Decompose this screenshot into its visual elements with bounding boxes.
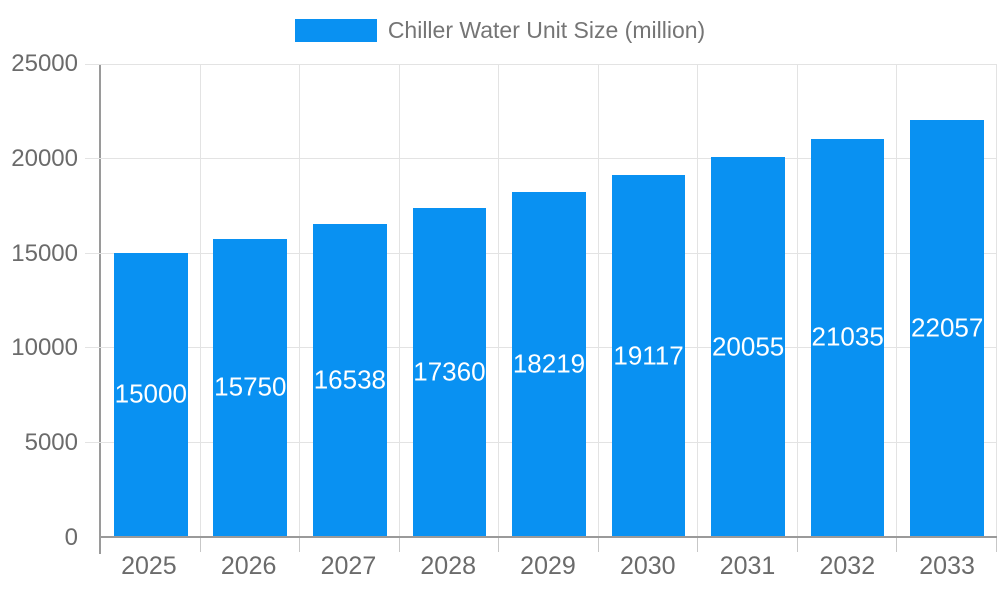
bar-value-label: 20055 (711, 331, 785, 362)
y-axis-labels: 0 5000 10000 15000 20000 25000 (0, 0, 80, 600)
legend-swatch-icon (294, 19, 377, 42)
bar-2026: 15750 (213, 238, 288, 536)
v-gridline (996, 64, 997, 536)
x-tick-label: 2031 (719, 552, 776, 580)
bar-2028: 17360 (412, 208, 487, 536)
legend[interactable]: Chiller Water Unit Size (million) (0, 17, 1000, 44)
bar-value-label: 21035 (811, 321, 884, 352)
legend-label: Chiller Water Unit Size (million) (387, 17, 706, 43)
bar-value-label: 22057 (911, 312, 984, 343)
x-axis-tick (996, 538, 997, 552)
y-tick-label: 10000 (11, 334, 78, 362)
bar-value-label: 19117 (613, 340, 684, 371)
v-gridline (697, 64, 699, 536)
x-tick-label: 2029 (520, 552, 576, 580)
h-gridline (85, 64, 997, 65)
bar-value-label: 17360 (413, 356, 486, 387)
y-tick-label: 20000 (11, 144, 78, 172)
bar-2025: 15000 (113, 252, 188, 536)
bar-value-label: 18219 (512, 348, 586, 379)
x-axis-tick (199, 538, 201, 552)
x-axis-tick (398, 538, 400, 552)
v-gridline (299, 64, 301, 536)
h-gridline (85, 158, 997, 160)
bar-2027: 16538 (313, 223, 387, 536)
y-tick-label: 5000 (24, 429, 78, 457)
y-tick-label: 25000 (11, 50, 78, 77)
axis-tick (99, 538, 101, 554)
x-axis-tick (299, 538, 301, 552)
x-tick-label: 2026 (220, 552, 277, 580)
bar-2030: 19117 (611, 175, 686, 536)
x-axis-tick (498, 538, 500, 552)
x-axis-tick (896, 538, 898, 552)
x-axis-labels: 2025 2026 2027 2028 2029 2030 2031 2032 2033 (99, 551, 997, 585)
v-gridline (896, 64, 898, 536)
x-tick-label: 2033 (919, 552, 975, 580)
v-gridline (796, 64, 798, 536)
x-tick-label: 2032 (819, 552, 876, 580)
bar-2032: 21035 (810, 138, 885, 536)
bar-2033: 22057 (910, 119, 985, 536)
x-axis-tick (796, 538, 798, 552)
plot-area: 15000 15750 16538 17360 18219 19117 20055 21035… (85, 64, 997, 554)
bar-value-label: 15750 (214, 371, 287, 402)
v-gridline (597, 64, 599, 536)
x-axis-tick (597, 538, 599, 552)
bar-value-label: 15000 (114, 378, 187, 409)
x-axis-tick (697, 538, 699, 552)
y-tick-label: 15000 (11, 239, 78, 267)
v-gridline (498, 64, 500, 536)
x-tick-label: 2030 (619, 552, 676, 580)
x-tick-label: 2025 (121, 552, 177, 580)
x-tick-label: 2027 (320, 552, 377, 580)
x-tick-label: 2028 (420, 552, 477, 580)
bar-2029: 18219 (512, 192, 586, 536)
bar-value-label: 16538 (313, 364, 387, 395)
y-tick-label: 0 (64, 524, 78, 551)
v-gridline (199, 64, 201, 536)
v-gridline (398, 64, 400, 536)
bar-2031: 20055 (711, 157, 785, 536)
